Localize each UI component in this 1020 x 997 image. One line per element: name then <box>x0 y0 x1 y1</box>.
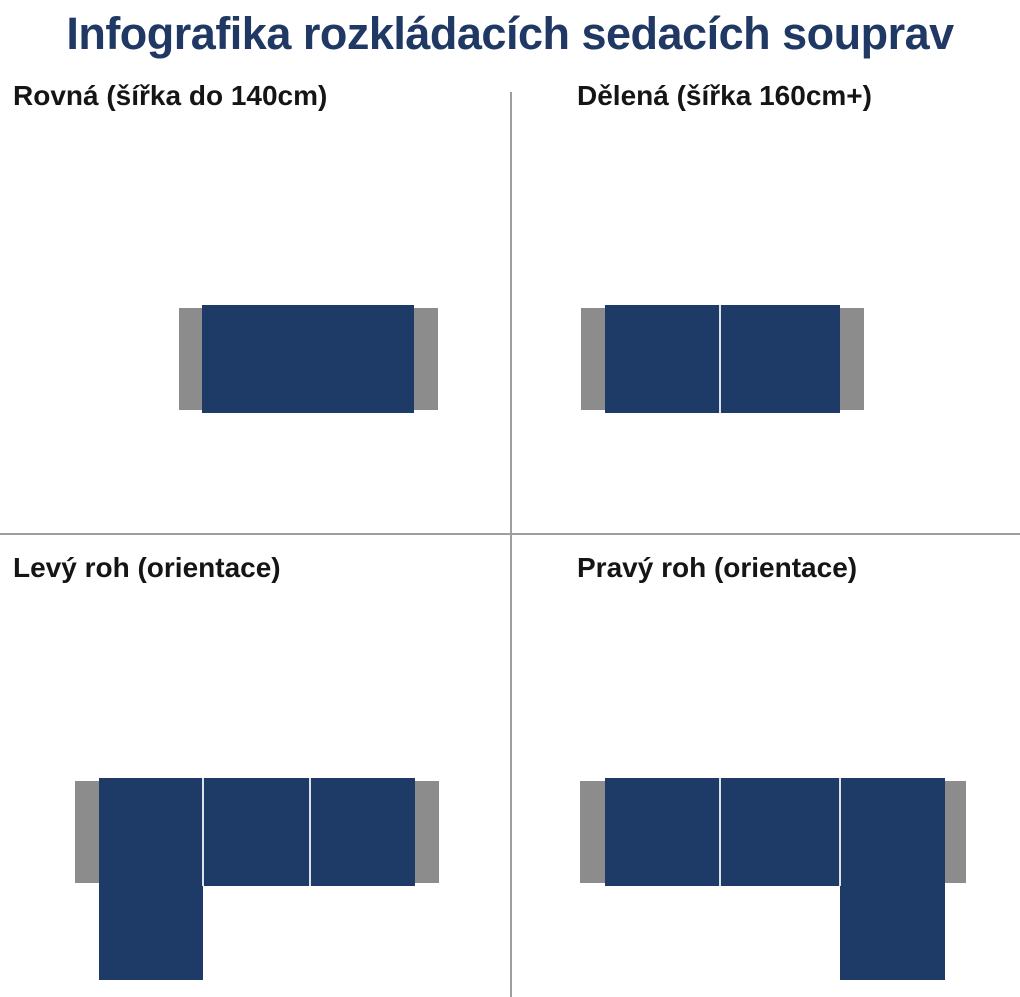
sofa-seat <box>99 778 415 886</box>
seat-divider-seam <box>202 778 204 886</box>
sofa-seat <box>202 305 414 413</box>
quadrant-straight-label: Rovná (šířka do 140cm) <box>13 80 328 111</box>
sofa-seat <box>605 305 840 413</box>
seat-divider-seam <box>309 778 311 886</box>
quadrant-split-label: Dělená (šířka 160cm+) <box>577 80 872 111</box>
page-title: Infografika rozkládacích sedacích soupra… <box>66 8 954 59</box>
sofa-seat <box>605 778 945 886</box>
quadrant-right-corner-label: Pravý roh (orientace) <box>577 552 858 583</box>
quadrant-divider-vertical <box>510 92 512 997</box>
quadrant-divider-horizontal <box>0 533 1020 535</box>
seat-divider-seam <box>839 778 841 886</box>
seat-divider-seam <box>719 305 721 413</box>
quadrant-left-corner-label: Levý roh (orientace) <box>13 552 281 583</box>
seat-divider-seam <box>719 778 721 886</box>
